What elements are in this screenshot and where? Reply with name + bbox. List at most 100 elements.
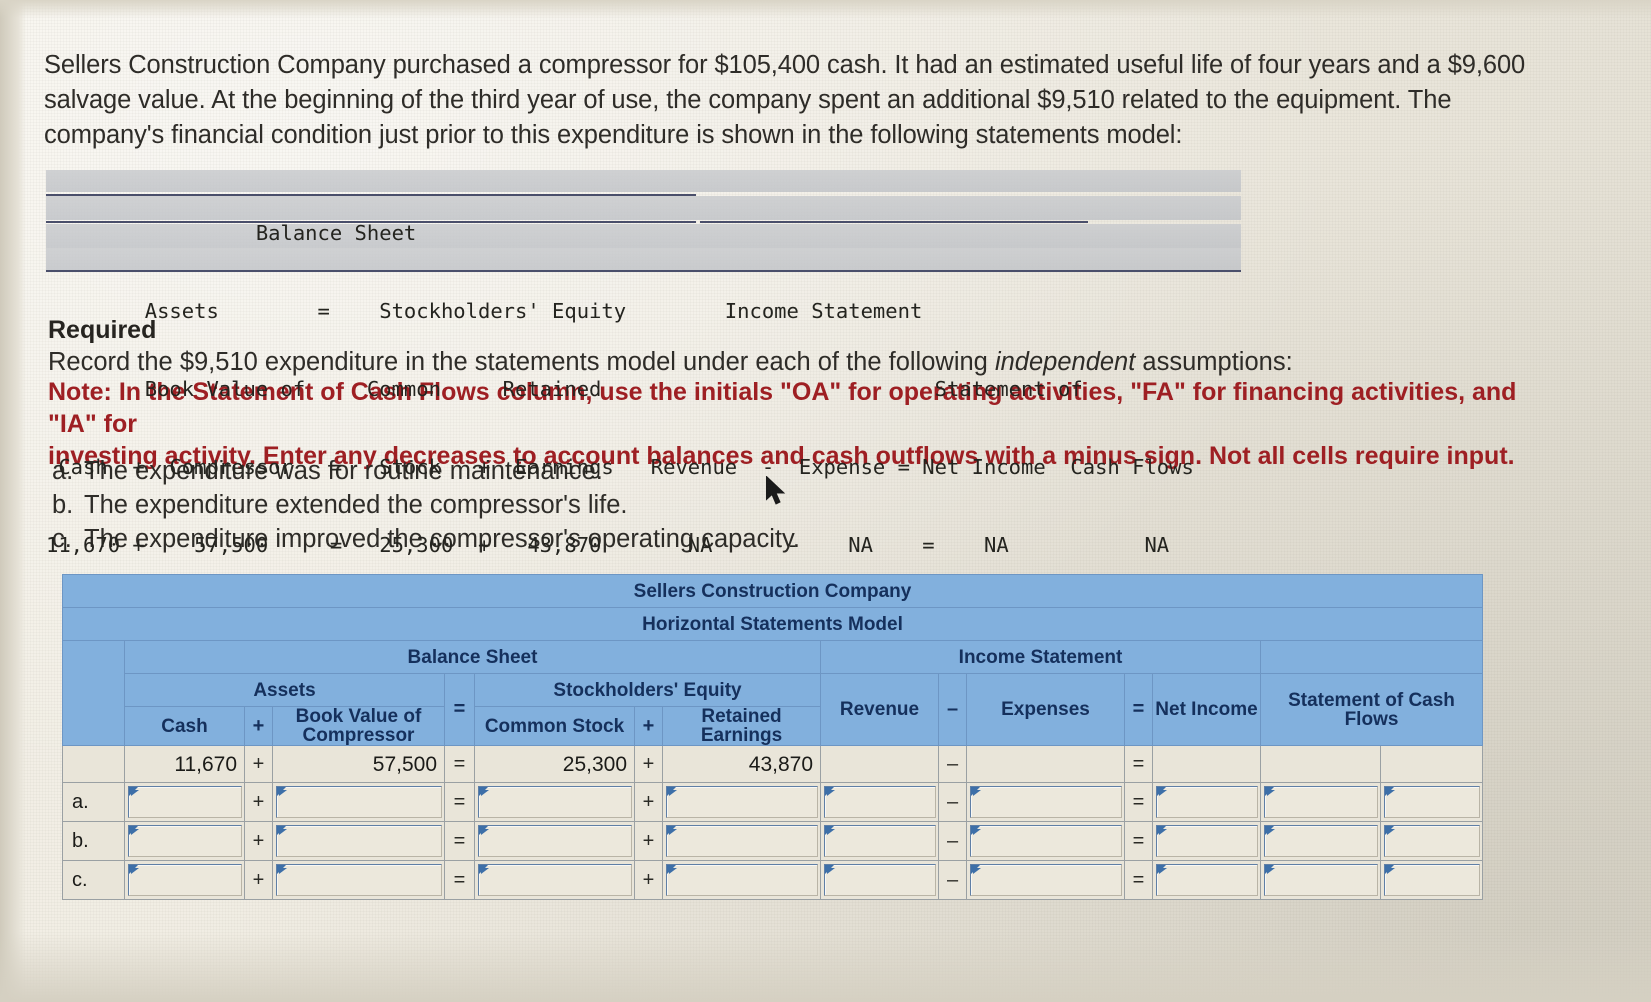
column-book-value-of-compressor: Book Value of Compressor — [272, 706, 445, 746]
operator-plus2-balance: + — [634, 745, 663, 783]
cell-balance-common-stock: 25,300 — [474, 745, 635, 783]
cell-balance-revenue — [820, 745, 939, 783]
input-c-book-value[interactable] — [272, 860, 445, 900]
operator-plus2-a: + — [634, 782, 663, 822]
mono-line-4: Cash + Compressor = Stock + Earnings Rev… — [46, 455, 1194, 479]
model-title: Horizontal Statements Model — [62, 607, 1483, 641]
input-c-scf-activity[interactable] — [1380, 860, 1483, 900]
problem-statement: Sellers Construction Company purchased a… — [44, 51, 1526, 149]
list-item-text: The expenditure was for routine maintena… — [84, 457, 603, 485]
operator-plus2-c: + — [634, 860, 663, 900]
cell-balance-cash: 11,670 — [124, 745, 245, 783]
operator-equals2-b: = — [1124, 821, 1153, 861]
list-item: c. The expenditure improved the compress… — [52, 524, 800, 554]
input-c-common-stock[interactable] — [474, 860, 635, 900]
red-note-line-2: investing activity. Enter any decreases … — [48, 442, 1515, 470]
table-row-opening-balance: 11,670 + 57,500 = 25,300 + 43,870 – = — [62, 745, 1483, 783]
red-note-line-1: Note: In the Statement of Cash Flows col… — [48, 378, 1517, 438]
cell-balance-scf-a — [1260, 745, 1381, 783]
input-b-revenue[interactable] — [820, 821, 939, 861]
input-c-cash[interactable] — [124, 860, 245, 900]
operator-equals2-a: = — [1124, 782, 1153, 822]
table-subgroup-row: Assets = Stockholders' Equity Revenue – … — [63, 673, 1483, 746]
input-b-common-stock[interactable] — [474, 821, 635, 861]
input-b-cash[interactable] — [124, 821, 245, 861]
cell-balance-scf-b — [1380, 745, 1483, 783]
company-title: Sellers Construction Company — [62, 574, 1483, 608]
input-a-revenue[interactable] — [820, 782, 939, 822]
column-net-income: Net Income — [1152, 673, 1261, 746]
operator-equals1-a: = — [444, 782, 475, 822]
row-label-balance — [62, 745, 125, 783]
operator-minus-balance: – — [938, 745, 967, 783]
input-a-net-income[interactable] — [1152, 782, 1261, 822]
input-b-net-income[interactable] — [1152, 821, 1261, 861]
group-blank-cell — [1260, 640, 1483, 674]
operator-plus1-header: + — [244, 706, 273, 746]
operator-plus2-b: + — [634, 821, 663, 861]
list-item-text: The expenditure extended the compressor'… — [84, 491, 628, 519]
input-b-retained-earnings[interactable] — [662, 821, 821, 861]
input-a-retained-earnings[interactable] — [662, 782, 821, 822]
input-c-retained-earnings[interactable] — [662, 860, 821, 900]
input-b-book-value[interactable] — [272, 821, 445, 861]
group-balance-sheet: Balance Sheet — [124, 640, 821, 674]
assumptions-list: a. The expenditure was for routine maint… — [52, 456, 800, 558]
input-a-book-value[interactable] — [272, 782, 445, 822]
table-group-row: Balance Sheet Income Statement — [62, 640, 1483, 746]
operator-plus1-b: + — [244, 821, 273, 861]
horizontal-statements-model-table[interactable]: Sellers Construction Company Horizontal … — [62, 574, 1483, 900]
input-b-scf-activity[interactable] — [1380, 821, 1483, 861]
list-item-marker: c. — [52, 525, 72, 553]
operator-plus2-header: + — [634, 706, 663, 746]
mono-line-5: 11,670 + 57,500 = 25,300 + 43,870 NA - N… — [46, 533, 1170, 557]
cell-balance-net-income — [1152, 745, 1261, 783]
operator-minus-header: – — [938, 673, 967, 746]
corner-blank-cell — [62, 640, 125, 746]
page-edge-bottom — [0, 932, 1651, 1002]
required-instruction: Record the $9,510 expenditure in the sta… — [48, 348, 1293, 377]
input-c-expenses[interactable] — [966, 860, 1125, 900]
operator-equals2-balance: = — [1124, 745, 1153, 783]
operator-plus1-balance: + — [244, 745, 273, 783]
required-instruction-after: assumptions: — [1135, 348, 1293, 376]
operator-equals1-c: = — [444, 860, 475, 900]
list-item-marker: b. — [52, 491, 74, 519]
column-cash: Cash — [124, 706, 245, 746]
input-b-scf-amount[interactable] — [1260, 821, 1381, 861]
input-a-common-stock[interactable] — [474, 782, 635, 822]
page-edge-left — [0, 0, 26, 1002]
input-a-scf-activity[interactable] — [1380, 782, 1483, 822]
input-b-expenses[interactable] — [966, 821, 1125, 861]
input-c-revenue[interactable] — [820, 860, 939, 900]
column-expenses: Expenses — [966, 673, 1125, 746]
operator-equals1-balance: = — [444, 745, 475, 783]
operator-minus-b: – — [938, 821, 967, 861]
mono-line-2: Assets = Stockholders' Equity Income Sta… — [46, 299, 923, 323]
input-a-scf-amount[interactable] — [1260, 782, 1381, 822]
row-label-a: a. — [62, 782, 125, 822]
mono-line-3: Book Value of Common Retained Statement … — [46, 377, 1083, 401]
operator-equals2-c: = — [1124, 860, 1153, 900]
column-common-stock: Common Stock — [474, 706, 635, 746]
table-row[interactable]: b. + = + – = — [62, 821, 1483, 861]
list-item-text: The expenditure improved the compressor'… — [84, 525, 800, 553]
input-c-net-income[interactable] — [1152, 860, 1261, 900]
table-row[interactable]: a. + = + – = — [62, 782, 1483, 822]
required-instruction-italic: independent — [994, 348, 1136, 376]
cell-balance-expenses — [966, 745, 1125, 783]
operator-minus-a: – — [938, 782, 967, 822]
table-row[interactable]: c. + = + – = — [62, 860, 1483, 900]
column-revenue: Revenue — [820, 673, 939, 746]
cell-balance-retained-earnings: 43,870 — [662, 745, 821, 783]
group-statement-of-cash-flows: Statement of Cash Flows — [1260, 673, 1483, 746]
operator-plus1-c: + — [244, 860, 273, 900]
table-column-header-row: Cash + Book Value of Compressor Common S… — [63, 706, 1483, 746]
input-a-expenses[interactable] — [966, 782, 1125, 822]
mono-line-1: Balance Sheet — [46, 221, 417, 245]
group-income-statement: Income Statement — [820, 640, 1261, 674]
input-c-scf-amount[interactable] — [1260, 860, 1381, 900]
column-retained-earnings: Retained Earnings — [662, 706, 821, 746]
input-a-cash[interactable] — [124, 782, 245, 822]
required-heading: Required — [48, 316, 157, 344]
